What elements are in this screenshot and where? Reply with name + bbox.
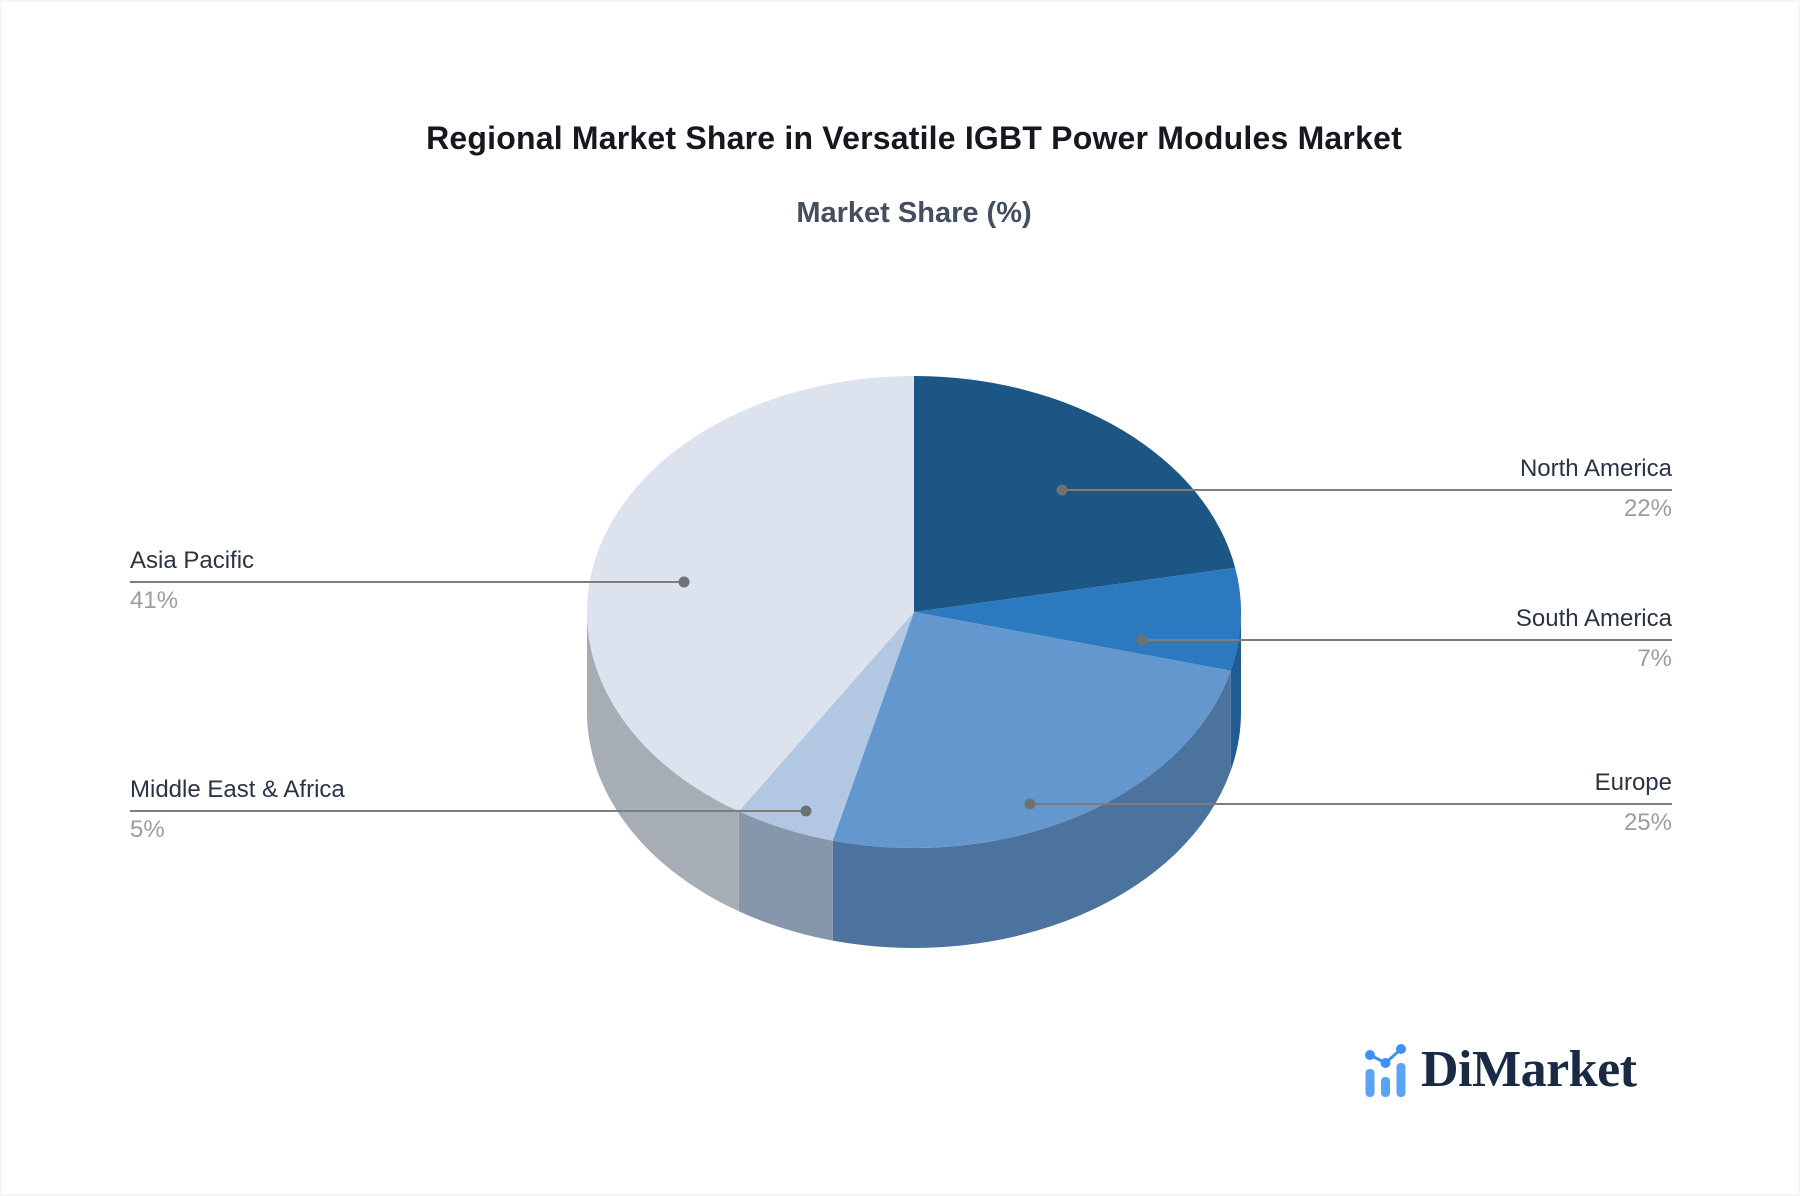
pie-slice-middle-east-africa[interactable] (738, 612, 914, 841)
brand-name: DiMarket (1421, 1041, 1637, 1098)
connector-dot-asia-pacific (678, 576, 690, 588)
callout-north-america: North America 22% (1252, 456, 1672, 522)
pie-slice-europe[interactable] (832, 612, 1231, 849)
slice-value: 41% (130, 587, 179, 614)
pie-slice-north-america[interactable] (914, 376, 1236, 612)
chart-subtitle: Market Share (%) (796, 197, 1032, 229)
bar-chart-trend-logo-icon (1365, 1044, 1406, 1097)
slice-value: 22% (1623, 495, 1672, 522)
chart-title: Regional Market Share in Versatile IGBT … (426, 120, 1402, 156)
callout-south-america: South America 7% (1252, 606, 1672, 672)
connector-dot-north-america (1056, 484, 1068, 496)
callout-asia-pacific: Asia Pacific 41% (130, 548, 550, 614)
pie-slice-south-america[interactable] (914, 567, 1241, 671)
slice-label: South America (1515, 605, 1672, 632)
slice-label: Middle East & Africa (130, 776, 345, 803)
pie-slice-asia-pacific[interactable] (586, 376, 914, 812)
dimarket-watermark: DiMarket (1364, 1040, 1637, 1100)
slice-label: Europe (1594, 769, 1672, 796)
slice-value: 7% (1637, 645, 1672, 672)
slice-label: Asia Pacific (130, 547, 255, 574)
pie-slice-side-south-america (1230, 612, 1241, 771)
pie-slice-side-europe (832, 670, 1231, 948)
connector-dot-middle-east-africa (800, 805, 812, 817)
pie-slice-side-asia-pacific (587, 612, 739, 912)
slice-value: 25% (1623, 809, 1672, 836)
pie-slice-side-middle-east-africa (738, 811, 833, 941)
connector-dot-europe (1024, 798, 1036, 810)
connector-dot-south-america (1136, 634, 1148, 646)
callout-europe: Europe 25% (1252, 770, 1672, 836)
slice-value: 5% (130, 816, 165, 843)
callout-middle-east-africa: Middle East & Africa 5% (130, 777, 550, 843)
slice-label: North America (1519, 455, 1672, 482)
